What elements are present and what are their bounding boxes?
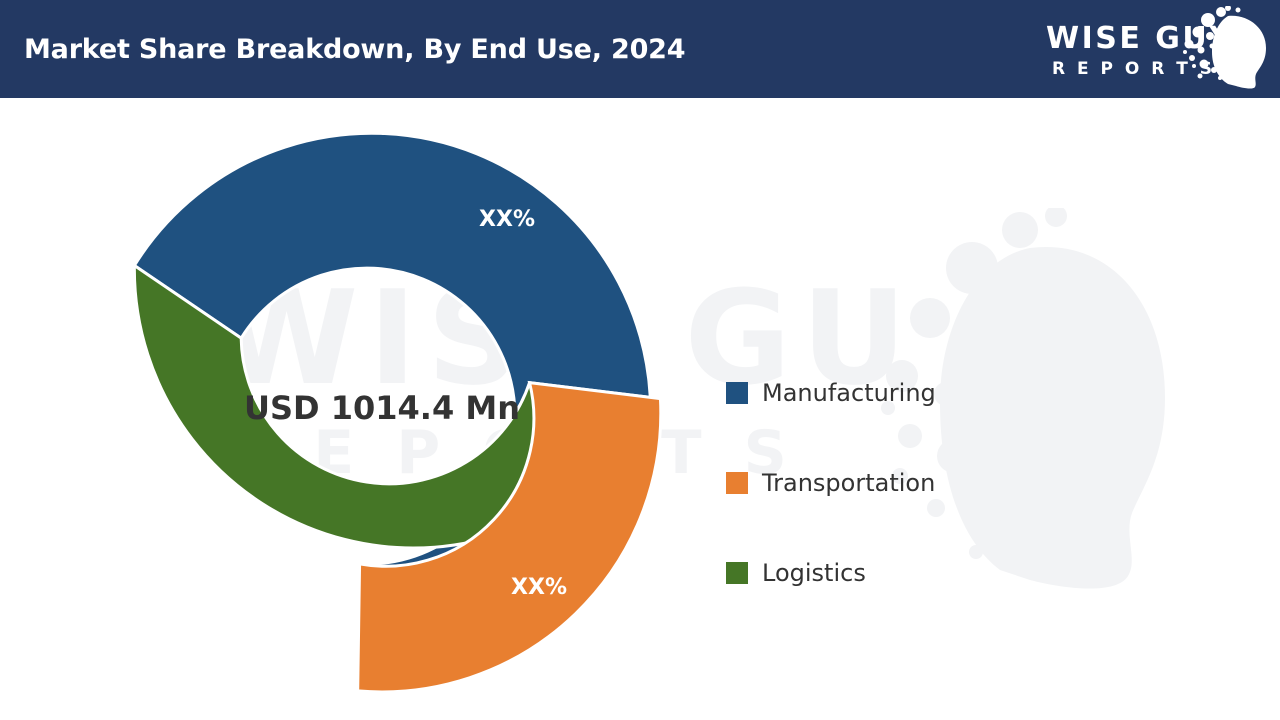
page-title: Market Share Breakdown, By End Use, 2024 <box>24 34 686 65</box>
donut-chart-svg: 40.9% XX% XX% USD 1014.4 Mn <box>108 131 663 694</box>
brand-logo-svg: WISE GUY R E P O R T S <box>1046 6 1266 89</box>
donut-slice-transportation[interactable] <box>356 380 663 694</box>
donut-chart: 40.9% XX% XX% USD 1014.4 Mn <box>0 98 765 720</box>
slice-label-manufacturing: 40.9% <box>108 421 184 446</box>
header-bar: Market Share Breakdown, By End Use, 2024… <box>0 0 1280 98</box>
legend-label-logistics: Logistics <box>762 559 866 587</box>
legend-swatch-logistics <box>726 562 748 584</box>
legend-swatch-manufacturing <box>726 382 748 404</box>
head-profile-dots-icon <box>1183 6 1266 89</box>
logo-wordmark-secondary: R E P O R T S <box>1052 59 1215 79</box>
slice-label-logistics: XX% <box>479 207 535 232</box>
legend-item-transportation[interactable]: Transportation <box>726 438 1026 528</box>
slice-label-transportation: XX% <box>511 575 567 600</box>
legend-label-transportation: Transportation <box>762 469 936 497</box>
legend-item-manufacturing[interactable]: Manufacturing <box>726 348 1026 438</box>
legend-item-logistics[interactable]: Logistics <box>726 528 1026 618</box>
chart-legend: Manufacturing Transportation Logistics <box>726 348 1026 618</box>
legend-label-manufacturing: Manufacturing <box>762 379 936 407</box>
legend-swatch-transportation <box>726 472 748 494</box>
brand-logo: WISE GUY R E P O R T S <box>1042 6 1272 92</box>
center-total-value: USD 1014.4 Mn <box>244 389 520 427</box>
